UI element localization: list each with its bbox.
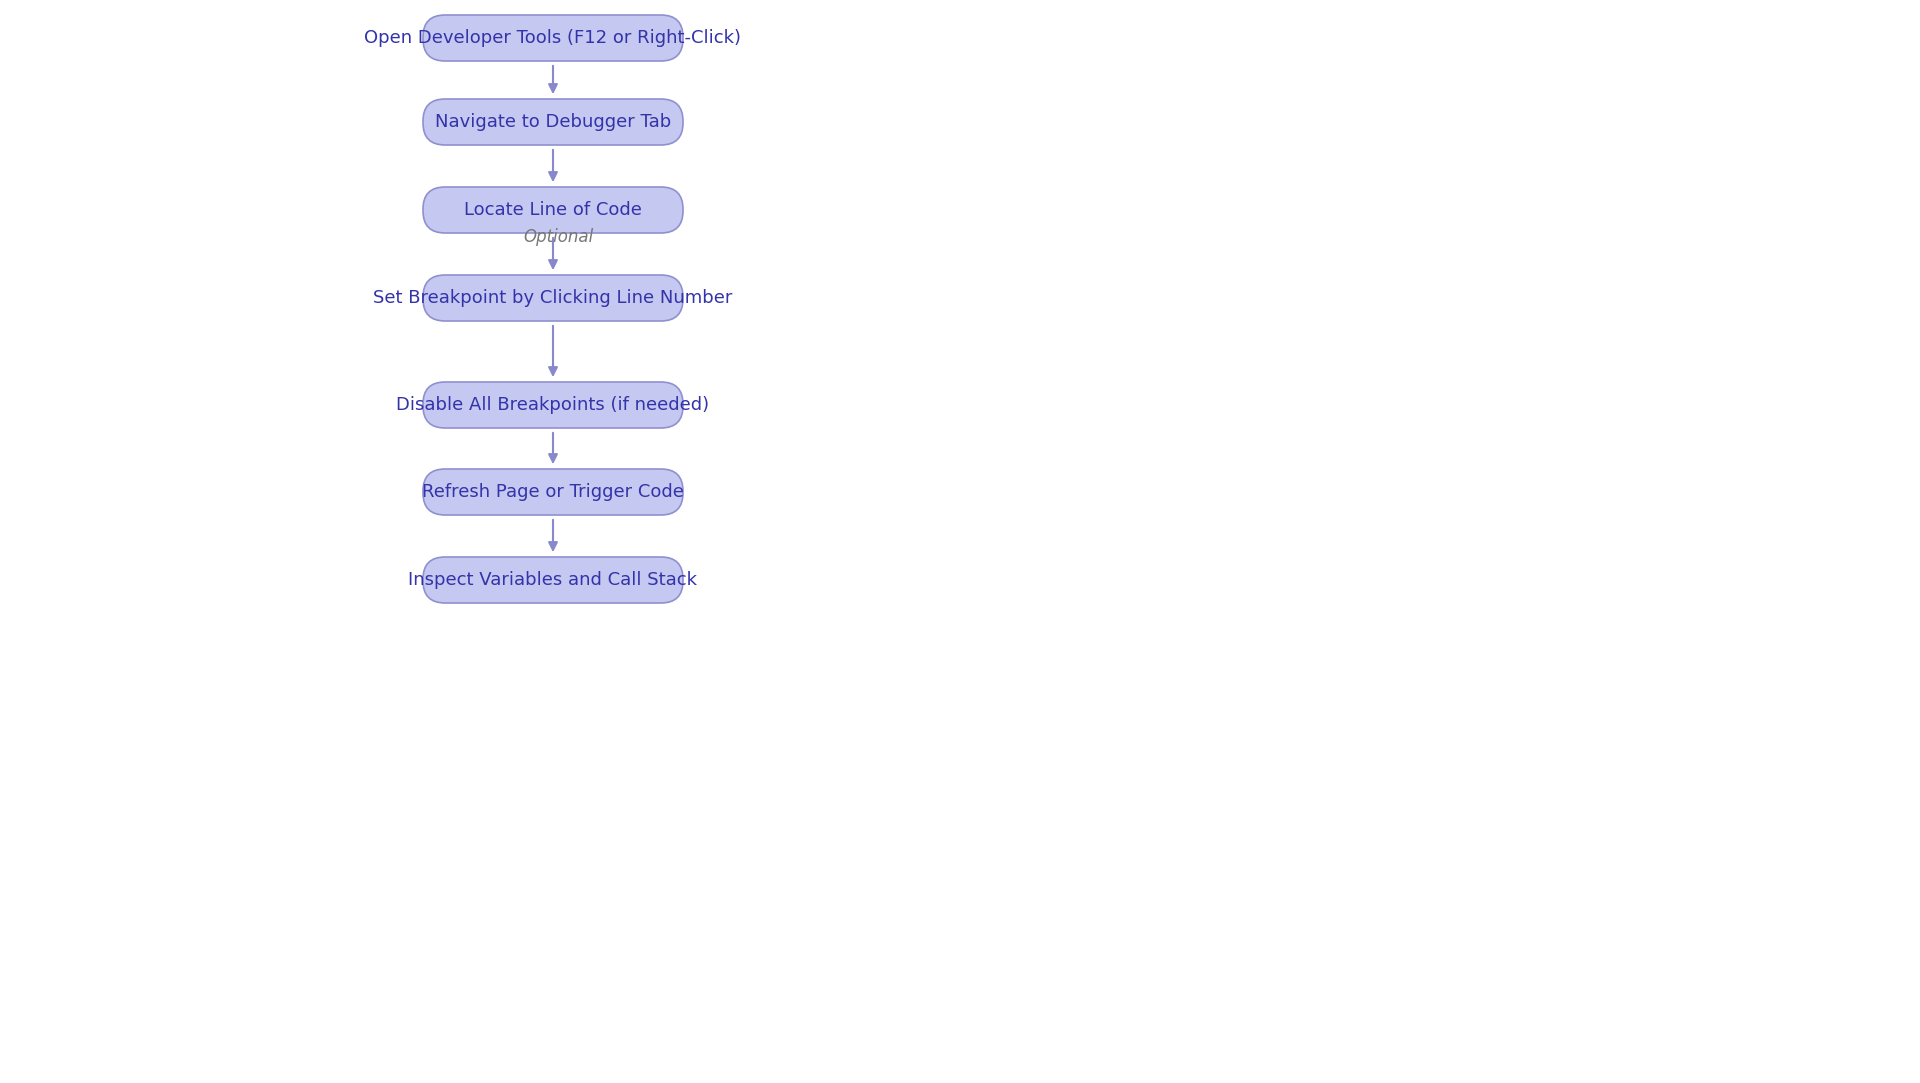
- Text: Set Breakpoint by Clicking Line Number: Set Breakpoint by Clicking Line Number: [372, 289, 733, 306]
- FancyBboxPatch shape: [422, 187, 684, 233]
- FancyBboxPatch shape: [422, 557, 684, 603]
- FancyBboxPatch shape: [422, 469, 684, 516]
- Text: Refresh Page or Trigger Code: Refresh Page or Trigger Code: [422, 483, 684, 501]
- FancyBboxPatch shape: [422, 15, 684, 61]
- Text: Open Developer Tools (F12 or Right-Click): Open Developer Tools (F12 or Right-Click…: [365, 29, 741, 47]
- Text: Optional: Optional: [522, 229, 593, 246]
- Text: Navigate to Debugger Tab: Navigate to Debugger Tab: [434, 113, 672, 131]
- FancyBboxPatch shape: [422, 275, 684, 321]
- FancyBboxPatch shape: [422, 382, 684, 428]
- Text: Disable All Breakpoints (if needed): Disable All Breakpoints (if needed): [396, 396, 710, 414]
- Text: Inspect Variables and Call Stack: Inspect Variables and Call Stack: [409, 571, 697, 589]
- FancyBboxPatch shape: [422, 99, 684, 145]
- Text: Locate Line of Code: Locate Line of Code: [465, 201, 641, 219]
